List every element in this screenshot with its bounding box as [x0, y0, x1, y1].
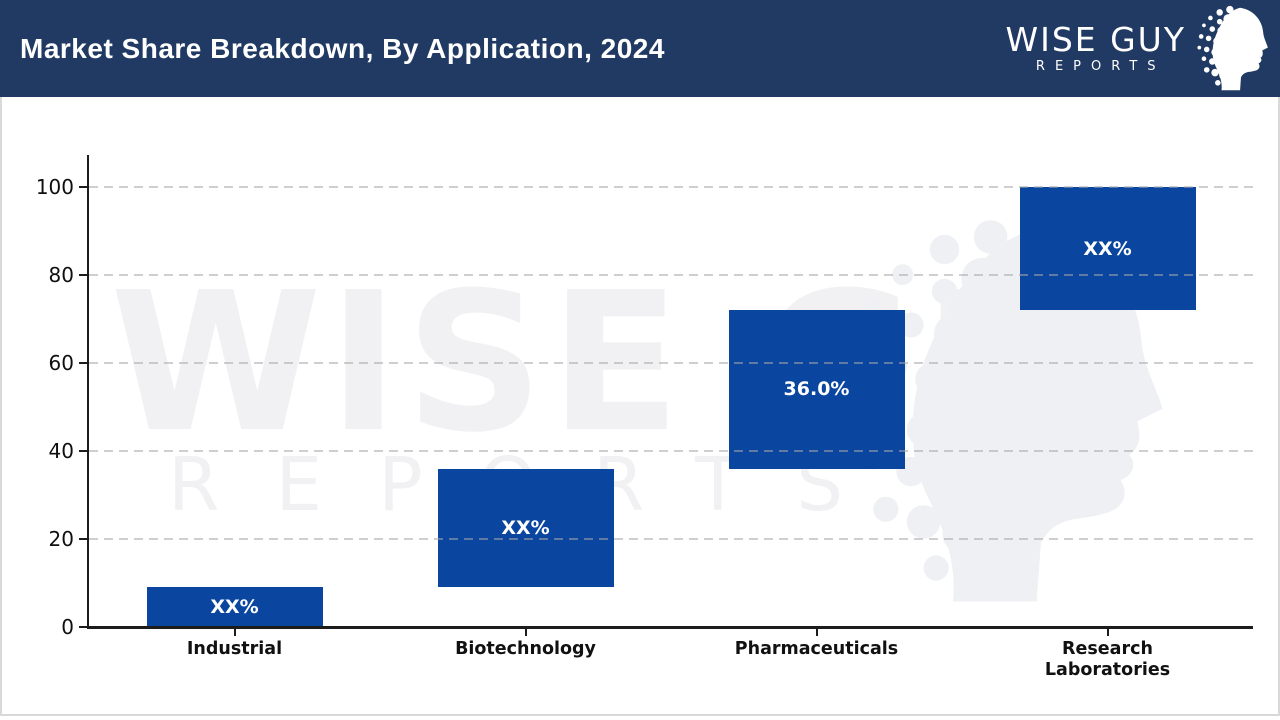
y-tick-mark	[79, 626, 88, 628]
brand-logo: WISE GUY REPORTS	[1005, 5, 1280, 93]
bar-industrial	[146, 587, 323, 627]
brand-face-icon	[1197, 5, 1268, 90]
gridline	[89, 186, 1253, 188]
y-tick-mark	[79, 450, 88, 452]
brand-wordmark: WISE GUY REPORTS	[1005, 23, 1186, 74]
y-tick-label: 20	[48, 527, 74, 551]
bar-biotechnology	[437, 468, 614, 588]
y-tick-label: 80	[48, 263, 74, 287]
bar-research-laboratories	[1019, 187, 1196, 311]
y-tick-label: 60	[48, 351, 74, 375]
x-tick-mark	[815, 627, 818, 636]
gridline	[89, 538, 1253, 540]
x-category-label: Industrial	[186, 639, 283, 659]
x-category-label: Research Laboratories	[1044, 639, 1171, 680]
bar-value-label: XX%	[1083, 237, 1132, 260]
y-tick-mark	[79, 186, 88, 188]
y-tick-mark	[79, 274, 88, 276]
gridline	[89, 274, 1253, 276]
bar-pharmaceuticals	[728, 310, 905, 469]
gridline	[89, 362, 1253, 364]
gridline	[89, 450, 1253, 452]
x-tick-mark	[233, 627, 236, 636]
x-tick-mark	[1106, 627, 1109, 636]
x-tick-mark	[524, 627, 527, 636]
bar-value-label: XX%	[501, 517, 550, 539]
chart-title: Market Share Breakdown, By Application, …	[20, 32, 665, 64]
x-category-label: Pharmaceuticals	[734, 639, 899, 659]
y-axis	[87, 155, 89, 629]
bar-value-label: 36.0%	[783, 378, 850, 401]
x-axis	[87, 626, 1253, 629]
header: Market Share Breakdown, By Application, …	[0, 0, 1280, 97]
y-tick-mark	[79, 362, 88, 364]
y-tick-mark	[79, 538, 88, 540]
bar-value-label: XX%	[210, 596, 259, 619]
y-tick-label: 40	[48, 439, 74, 463]
brand-subtitle: REPORTS	[1035, 59, 1166, 74]
x-category-label: Biotechnology	[455, 639, 596, 659]
y-tick-label: 100	[35, 175, 74, 199]
brand-name: WISE GUY	[1005, 20, 1186, 59]
y-tick-label: 0	[61, 615, 74, 639]
